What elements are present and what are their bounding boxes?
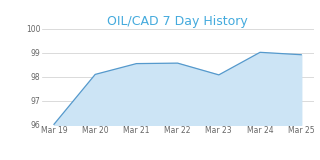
Title: OIL/CAD 7 Day History: OIL/CAD 7 Day History (107, 15, 248, 28)
